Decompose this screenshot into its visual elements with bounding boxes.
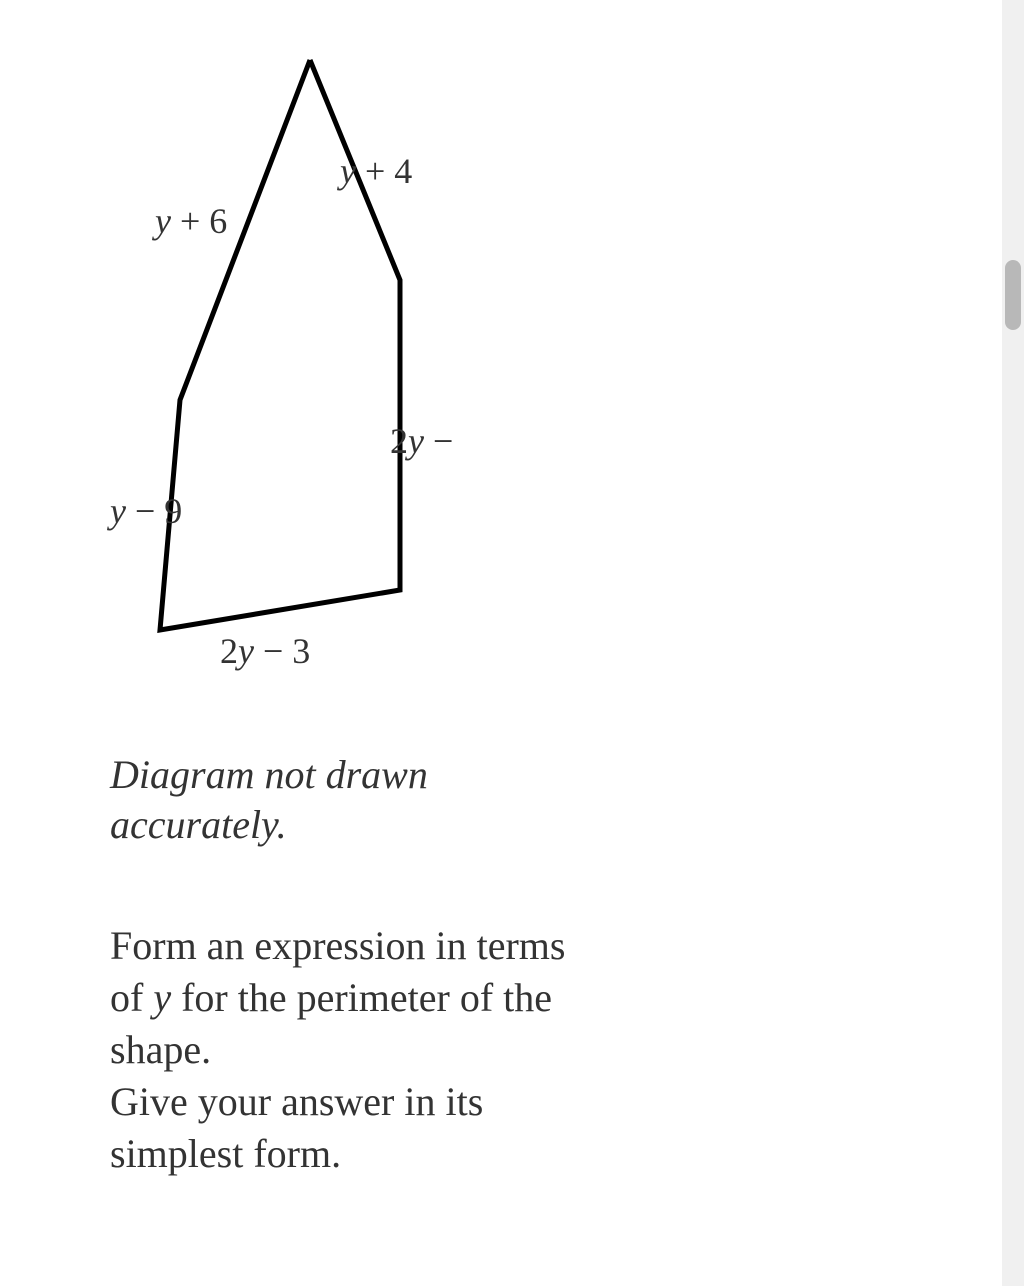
side-label-top-left: y + 6 <box>155 200 227 242</box>
question-line-2: of y for the perimeter of the <box>110 975 552 1020</box>
caption-line-2: accurately. <box>110 802 287 847</box>
side-label-right: 2y − <box>390 420 453 462</box>
question-line-4: Give your answer in its <box>110 1079 483 1124</box>
diagram-caption: Diagram not drawn accurately. <box>110 750 810 850</box>
question-line-5: simplest form. <box>110 1131 341 1176</box>
pentagon-shape <box>100 30 500 670</box>
question-line-3: shape. <box>110 1027 211 1072</box>
scrollbar-thumb[interactable] <box>1005 260 1021 330</box>
side-label-left: y − 9 <box>110 490 182 532</box>
diagram-area: y + 6 y + 4 2y − y − 9 2y − 3 <box>100 30 500 670</box>
question-text: Form an expression in terms of y for the… <box>110 920 810 1180</box>
caption-line-1: Diagram not drawn <box>110 752 428 797</box>
question-line-1: Form an expression in terms <box>110 923 566 968</box>
side-label-bottom: 2y − 3 <box>220 630 310 672</box>
side-label-top-right: y + 4 <box>340 150 412 192</box>
vertical-scrollbar[interactable] <box>1002 0 1024 1286</box>
